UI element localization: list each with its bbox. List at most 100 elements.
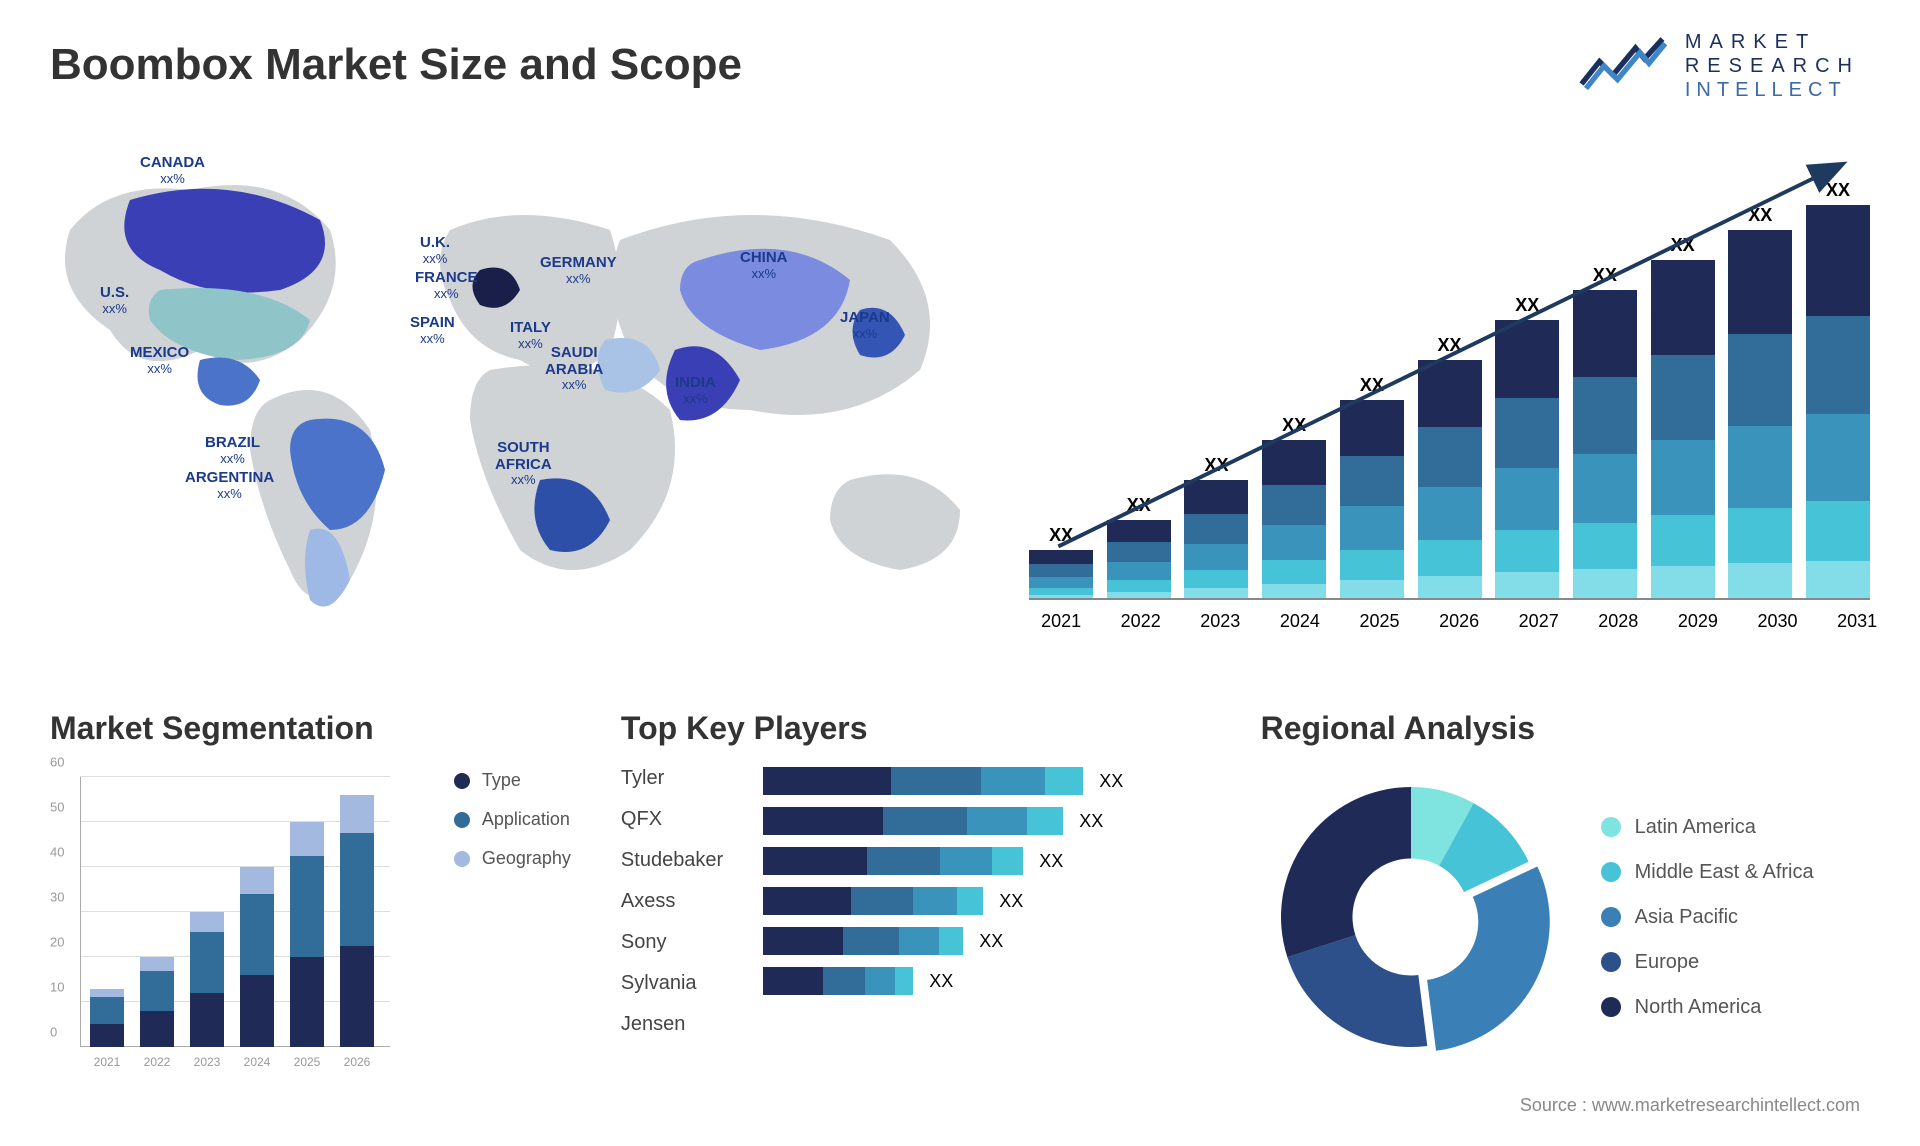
world-map-panel: CANADAxx%U.S.xx%MEXICOxx%BRAZILxx%ARGENT…	[50, 130, 969, 650]
seg-bar-2024	[240, 867, 274, 1047]
regional-legend-item: Middle East & Africa	[1601, 861, 1814, 884]
map-label-southafrica: SOUTHAFRICAxx%	[495, 440, 552, 487]
seg-legend-item: Application	[454, 809, 571, 830]
segmentation-panel: Market Segmentation 01020304050602021202…	[50, 710, 571, 1077]
forecast-value-label: XX	[1282, 415, 1306, 436]
logo-text-3: INTELLECT	[1685, 78, 1860, 102]
key-player-name: Tyler	[621, 767, 723, 790]
key-player-name: QFX	[621, 808, 723, 831]
key-player-bar-row: XX	[763, 807, 1123, 835]
map-label-japan: JAPANxx%	[840, 310, 890, 341]
forecast-value-label: XX	[1671, 235, 1695, 256]
forecast-year-label: 2021	[1029, 611, 1093, 632]
regional-legend-item: Asia Pacific	[1601, 906, 1814, 929]
forecast-year-label: 2030	[1746, 611, 1810, 632]
forecast-value-label: XX	[1127, 495, 1151, 516]
logo-text-2: RESEARCH	[1685, 54, 1860, 78]
seg-legend-item: Geography	[454, 848, 571, 869]
seg-ylabel: 30	[50, 890, 64, 905]
forecast-col-2027: XX	[1495, 295, 1559, 600]
key-player-bar-row: XX	[763, 927, 1123, 955]
key-player-bar-row: XX	[763, 887, 1123, 915]
forecast-col-2022: XX	[1107, 495, 1171, 600]
forecast-value-label: XX	[1515, 295, 1539, 316]
map-label-china: CHINAxx%	[740, 250, 788, 281]
forecast-col-2028: XX	[1573, 265, 1637, 600]
seg-bar-2023	[190, 912, 224, 1047]
forecast-col-2030: XX	[1728, 205, 1792, 600]
forecast-bar	[1806, 205, 1870, 600]
map-label-spain: SPAINxx%	[410, 315, 455, 346]
key-player-value: XX	[1099, 771, 1123, 792]
forecast-bar	[1340, 400, 1404, 600]
forecast-year-label: 2028	[1586, 611, 1650, 632]
key-player-value: XX	[999, 891, 1023, 912]
key-players-panel: Top Key Players TylerQFXStudebakerAxessS…	[621, 710, 1211, 1077]
map-label-germany: GERMANYxx%	[540, 255, 617, 286]
map-label-canada: CANADAxx%	[140, 155, 205, 186]
forecast-bar	[1262, 440, 1326, 600]
seg-bar-2022	[140, 957, 174, 1047]
key-player-name: Studebaker	[621, 849, 723, 872]
world-map-icon	[50, 150, 990, 650]
seg-xlabel: 2021	[90, 1055, 124, 1069]
forecast-year-label: 2026	[1427, 611, 1491, 632]
key-player-value: XX	[979, 931, 1003, 952]
map-label-brazil: BRAZILxx%	[205, 435, 260, 466]
key-player-bar-row: XX	[763, 767, 1123, 795]
forecast-bar	[1107, 520, 1171, 600]
segmentation-title: Market Segmentation	[50, 710, 571, 747]
forecast-col-2026: XX	[1418, 335, 1482, 600]
seg-ylabel: 50	[50, 800, 64, 815]
forecast-bar	[1495, 320, 1559, 600]
map-label-india: INDIAxx%	[675, 375, 716, 406]
forecast-year-label: 2029	[1666, 611, 1730, 632]
map-label-saudiarabia: SAUDIARABIAxx%	[545, 345, 603, 392]
forecast-bar	[1573, 290, 1637, 600]
key-players-title: Top Key Players	[621, 710, 1211, 747]
forecast-col-2031: XX	[1806, 180, 1870, 600]
map-label-france: FRANCExx%	[415, 270, 478, 301]
seg-xlabel: 2026	[340, 1055, 374, 1069]
forecast-col-2021: XX	[1029, 525, 1093, 600]
seg-legend-item: Type	[454, 770, 571, 791]
key-players-list: TylerQFXStudebakerAxessSonySylvaniaJense…	[621, 767, 723, 1036]
key-player-bar-row: XX	[763, 847, 1123, 875]
forecast-bar	[1418, 360, 1482, 600]
forecast-col-2024: XX	[1262, 415, 1326, 600]
forecast-value-label: XX	[1360, 375, 1384, 396]
forecast-value-label: XX	[1826, 180, 1850, 201]
forecast-value-label: XX	[1593, 265, 1617, 286]
forecast-col-2025: XX	[1340, 375, 1404, 600]
forecast-col-2029: XX	[1651, 235, 1715, 600]
source-text: Source : www.marketresearchintellect.com	[1520, 1095, 1860, 1116]
forecast-baseline	[1029, 598, 1870, 600]
seg-ylabel: 40	[50, 845, 64, 860]
regional-legend: Latin AmericaMiddle East & AfricaAsia Pa…	[1601, 816, 1814, 1019]
donut-segment-north-america	[1281, 787, 1411, 957]
seg-xlabel: 2023	[190, 1055, 224, 1069]
seg-xlabel: 2022	[140, 1055, 174, 1069]
seg-ylabel: 10	[50, 980, 64, 995]
regional-donut	[1261, 767, 1561, 1067]
seg-bar-2021	[90, 989, 124, 1048]
key-players-bars: XX XX XX XX XX XX	[763, 767, 1123, 1056]
forecast-year-label: 2031	[1825, 611, 1889, 632]
brand-logo: MARKET RESEARCH INTELLECT	[1577, 30, 1860, 102]
forecast-year-label: 2027	[1507, 611, 1571, 632]
forecast-value-label: XX	[1049, 525, 1073, 546]
key-player-value: XX	[929, 971, 953, 992]
map-label-us: U.S.xx%	[100, 285, 129, 316]
forecast-bar	[1184, 480, 1248, 600]
regional-panel: Regional Analysis Latin AmericaMiddle Ea…	[1261, 710, 1870, 1077]
key-player-name: Sylvania	[621, 972, 723, 995]
forecast-chart: XXXXXXXXXXXXXXXXXXXXXX 20212022202320242…	[1029, 130, 1870, 650]
forecast-year-label: 2023	[1188, 611, 1252, 632]
regional-legend-item: North America	[1601, 996, 1814, 1019]
forecast-bar	[1651, 260, 1715, 600]
donut-segment-asia-pacific	[1427, 866, 1550, 1050]
seg-ylabel: 60	[50, 755, 64, 770]
forecast-bar	[1029, 550, 1093, 600]
segmentation-legend: Type Application Geography	[454, 770, 571, 869]
logo-icon	[1577, 36, 1667, 96]
